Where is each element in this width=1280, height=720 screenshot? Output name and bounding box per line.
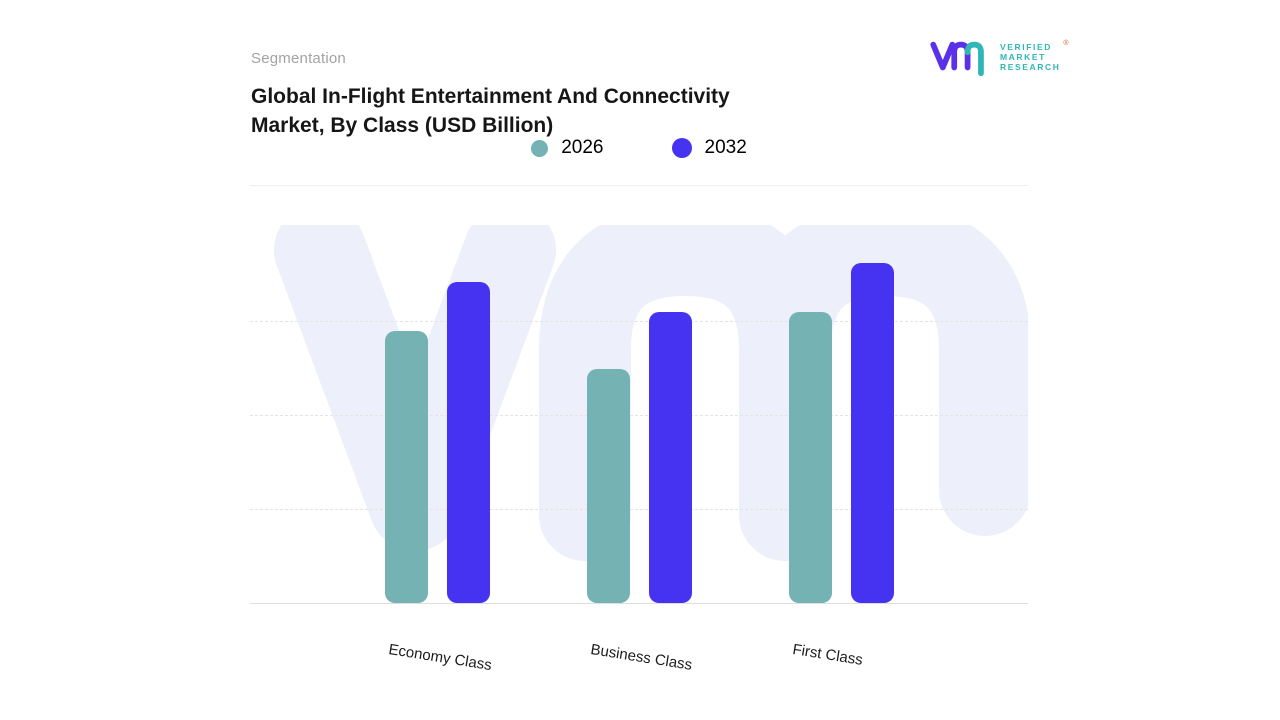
bar-group: Business Class	[586, 225, 693, 674]
vm-logo-icon	[930, 41, 984, 77]
bar-2026-economy-class	[384, 331, 428, 603]
category-label: Business Class	[588, 641, 693, 674]
bar-group: First Class	[788, 225, 894, 669]
bar-2026-business-class	[586, 369, 630, 603]
legend-item-2026: 2026	[531, 137, 604, 159]
brand-text: ® VERIFIED MARKET RESEARCH	[1000, 40, 1069, 72]
plot-area: Economy Class Business Class First Class	[250, 225, 1028, 674]
bar-groups: Economy Class Business Class First Class	[250, 225, 1028, 674]
category-label: Economy Class	[386, 641, 493, 675]
legend-label: 2032	[704, 137, 747, 158]
brand-line-market: MARKET	[1000, 52, 1046, 62]
bar-2032-economy-class	[446, 282, 490, 603]
legend-dot	[531, 139, 549, 157]
legend-label: 2026	[561, 137, 604, 158]
chart-legend: 2026 2032	[250, 135, 1028, 161]
registered-mark: ®	[1063, 40, 1069, 47]
bar-2032-business-class	[648, 312, 692, 603]
x-axis-baseline	[250, 603, 1028, 604]
eyebrow-label: Segmentation	[251, 50, 346, 67]
header-separator	[250, 185, 1028, 186]
category-label: First Class	[790, 641, 864, 669]
brand-line-verified: VERIFIED	[1000, 42, 1053, 52]
bar-2032-first-class	[850, 263, 894, 603]
bar-2026-first-class	[788, 312, 832, 603]
brand-logo: ® VERIFIED MARKET RESEARCH	[928, 36, 1069, 78]
legend-item-2032: 2032	[671, 137, 747, 159]
legend-dot	[671, 138, 692, 158]
bar-group: Economy Class	[384, 225, 492, 674]
brand-line-research: RESEARCH	[1000, 62, 1061, 72]
page-title: Global In-Flight Entertainment And Conne…	[251, 85, 730, 137]
